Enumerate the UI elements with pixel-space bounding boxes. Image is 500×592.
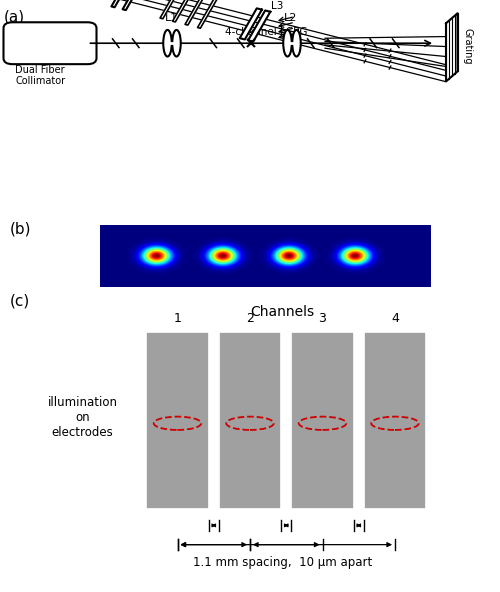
Text: L3: L3 bbox=[270, 1, 283, 11]
Bar bbox=[219, 332, 281, 509]
Polygon shape bbox=[185, 0, 205, 25]
Text: 2: 2 bbox=[246, 312, 254, 324]
Text: 4: 4 bbox=[391, 312, 399, 324]
Ellipse shape bbox=[292, 30, 301, 56]
Text: Channels: Channels bbox=[250, 305, 314, 319]
Text: Grating: Grating bbox=[462, 28, 472, 65]
Text: 1.1 mm spacing,  10 μm apart: 1.1 mm spacing, 10 μm apart bbox=[193, 556, 372, 569]
Text: (c): (c) bbox=[10, 293, 30, 308]
Text: 1: 1 bbox=[174, 312, 182, 324]
Text: L2: L2 bbox=[284, 13, 298, 23]
FancyBboxPatch shape bbox=[4, 22, 96, 64]
Text: illumination
on
electrodes: illumination on electrodes bbox=[48, 396, 117, 439]
Text: (b): (b) bbox=[10, 222, 32, 237]
Polygon shape bbox=[112, 0, 132, 7]
Polygon shape bbox=[240, 8, 262, 40]
Polygon shape bbox=[172, 0, 193, 22]
Ellipse shape bbox=[163, 30, 172, 56]
Text: L1: L1 bbox=[164, 13, 177, 23]
Polygon shape bbox=[248, 11, 270, 41]
Bar bbox=[364, 332, 426, 509]
Text: 3: 3 bbox=[318, 312, 326, 324]
Polygon shape bbox=[198, 0, 218, 28]
Polygon shape bbox=[160, 0, 180, 19]
Polygon shape bbox=[446, 13, 458, 82]
Polygon shape bbox=[122, 0, 144, 10]
Ellipse shape bbox=[172, 30, 181, 56]
Ellipse shape bbox=[283, 30, 292, 56]
Text: 4-channel LCPG: 4-channel LCPG bbox=[225, 27, 308, 37]
Bar bbox=[146, 332, 209, 509]
Text: Dual Fiber
Collimator: Dual Fiber Collimator bbox=[15, 65, 65, 86]
Bar bbox=[291, 332, 354, 509]
Text: (a): (a) bbox=[4, 10, 25, 25]
